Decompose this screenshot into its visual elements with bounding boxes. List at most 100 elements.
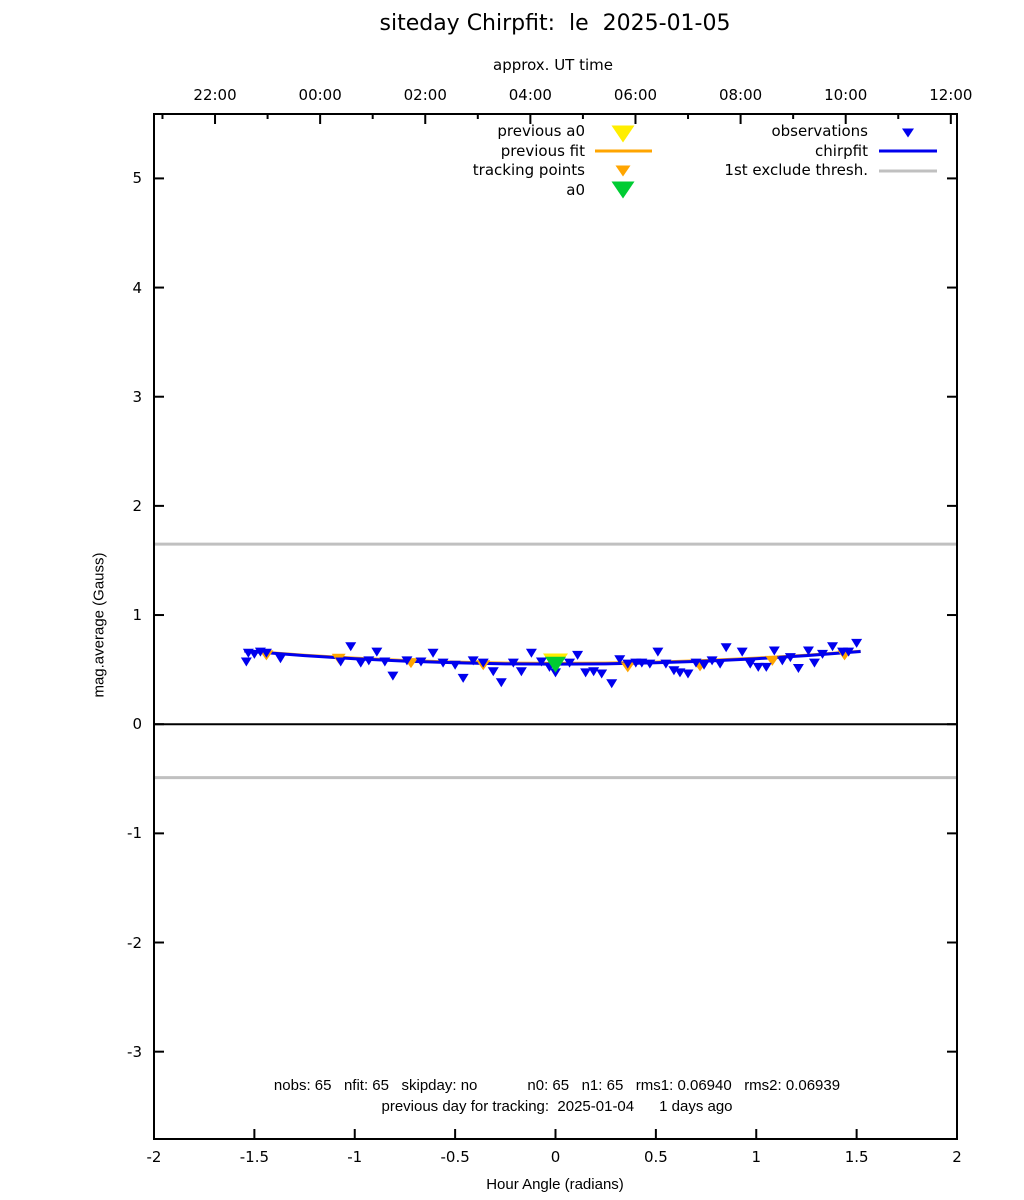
observation-marker <box>760 662 772 672</box>
observation-marker <box>487 667 499 677</box>
bottom-axis-tick-label: -1.5 <box>239 1148 270 1166</box>
observation-marker <box>248 649 260 659</box>
observation-marker <box>415 657 427 667</box>
stats-line-1: nobs: 65 nfit: 65 skipday: no n0: 65 n1:… <box>273 1077 841 1094</box>
observation-marker <box>427 648 439 658</box>
observation-marker <box>449 660 461 670</box>
legend-label-a0: a0 <box>566 181 585 199</box>
a0-marker <box>545 656 566 673</box>
observation-marker <box>457 673 469 683</box>
observation-marker <box>495 678 507 688</box>
observation-marker <box>274 654 286 664</box>
top-axis-tick-label: 12:00 <box>929 86 973 104</box>
observation-marker <box>768 646 780 656</box>
left-axis-tick-label: 0 <box>132 715 142 734</box>
legend-observations-marker <box>902 128 914 138</box>
observation-marker <box>467 656 479 666</box>
observation-marker <box>355 658 367 668</box>
top-axis-tick-label: 10:00 <box>824 86 868 104</box>
legend-tracking-points-marker <box>615 165 631 177</box>
observation-marker <box>240 657 252 667</box>
bottom-axis-tick-label: -2 <box>146 1148 162 1166</box>
left-axis-tick-label: 3 <box>132 387 142 406</box>
observation-marker <box>792 664 804 674</box>
observation-marker <box>345 642 357 652</box>
legend-label-observations: observations <box>771 122 868 140</box>
observation-marker <box>507 658 519 668</box>
top-axis-title: approx. UT time <box>493 56 613 74</box>
stats-line-2: previous day for tracking: 2025-01-04 1 … <box>381 1098 733 1115</box>
observation-marker <box>572 650 584 660</box>
observation-marker <box>477 658 489 668</box>
observation-marker <box>379 657 391 667</box>
observation-marker <box>622 659 634 669</box>
observation-marker <box>387 671 399 681</box>
legend-a0-marker <box>611 181 635 199</box>
observation-marker <box>706 656 718 666</box>
legend-label-previous-fit: previous fit <box>500 142 585 160</box>
bottom-axis-title: Hour Angle (radians) <box>486 1176 624 1193</box>
observation-marker <box>698 660 710 670</box>
observation-marker <box>580 668 592 678</box>
legend-label-chirpfit: chirpfit <box>815 142 868 160</box>
bottom-axis-tick-label: 1.5 <box>844 1148 869 1166</box>
observation-marker <box>335 657 347 667</box>
left-axis-tick-label: -2 <box>127 933 142 952</box>
observation-marker <box>682 669 694 679</box>
observation-marker <box>525 648 537 658</box>
left-axis-tick-label: 1 <box>132 606 142 625</box>
top-axis-tick-label: 06:00 <box>613 86 658 104</box>
legend-label-exclude-thresh: 1st exclude thresh. <box>724 161 868 179</box>
legend-label-previous-a0: previous a0 <box>497 122 585 140</box>
left-axis-tick-label: -3 <box>127 1042 142 1061</box>
page-title: siteday Chirpfit: le 2025-01-05 <box>379 11 731 36</box>
observation-marker <box>720 643 732 653</box>
observation-marker <box>437 658 449 668</box>
bottom-axis-tick-label: 2 <box>952 1148 962 1166</box>
observation-marker <box>614 655 626 665</box>
observation-marker <box>401 656 413 666</box>
bottom-axis-tick-label: 0.5 <box>643 1148 668 1166</box>
observation-marker <box>636 658 648 668</box>
observation-marker <box>802 646 814 656</box>
observation-marker <box>827 642 839 652</box>
observation-marker <box>784 653 796 663</box>
top-axis-tick-label: 02:00 <box>403 86 447 104</box>
tracking-point-marker <box>765 655 780 666</box>
observation-marker <box>652 647 664 657</box>
top-axis-tick-label: 22:00 <box>193 86 237 104</box>
observation-marker <box>260 648 272 658</box>
left-axis-tick-label: 5 <box>132 169 142 188</box>
observation-marker <box>714 659 726 669</box>
observation-marker <box>808 658 820 668</box>
observation-marker <box>851 638 863 648</box>
observation-marker <box>816 649 828 659</box>
observation-marker <box>371 647 383 657</box>
observation-marker <box>744 659 756 669</box>
observation-marker <box>843 647 855 657</box>
observation-marker <box>674 668 686 678</box>
observation-marker <box>752 662 764 672</box>
observation-marker <box>588 667 600 677</box>
observation-marker <box>363 656 375 666</box>
left-axis-tick-label: 4 <box>132 278 142 297</box>
observation-marker <box>606 679 618 689</box>
bottom-axis-tick-label: 1 <box>751 1148 762 1166</box>
legend-previous-a0-marker <box>611 125 635 143</box>
bottom-axis-tick-label: -1 <box>347 1148 363 1166</box>
top-axis-tick-label: 08:00 <box>718 86 763 104</box>
top-axis-tick-label: 00:00 <box>298 86 342 104</box>
plot-frame <box>153 113 958 1140</box>
observation-marker <box>564 658 576 668</box>
top-axis-tick-label: 04:00 <box>508 86 552 104</box>
left-axis-tick-label: 2 <box>132 496 142 515</box>
observation-marker <box>736 647 748 657</box>
observation-marker <box>535 657 547 667</box>
bottom-axis-tick-label: -0.5 <box>440 1148 470 1166</box>
observation-marker <box>550 668 561 678</box>
observation-marker <box>660 659 672 669</box>
observation-marker <box>515 667 527 677</box>
left-axis-tick-label: -1 <box>127 824 142 843</box>
